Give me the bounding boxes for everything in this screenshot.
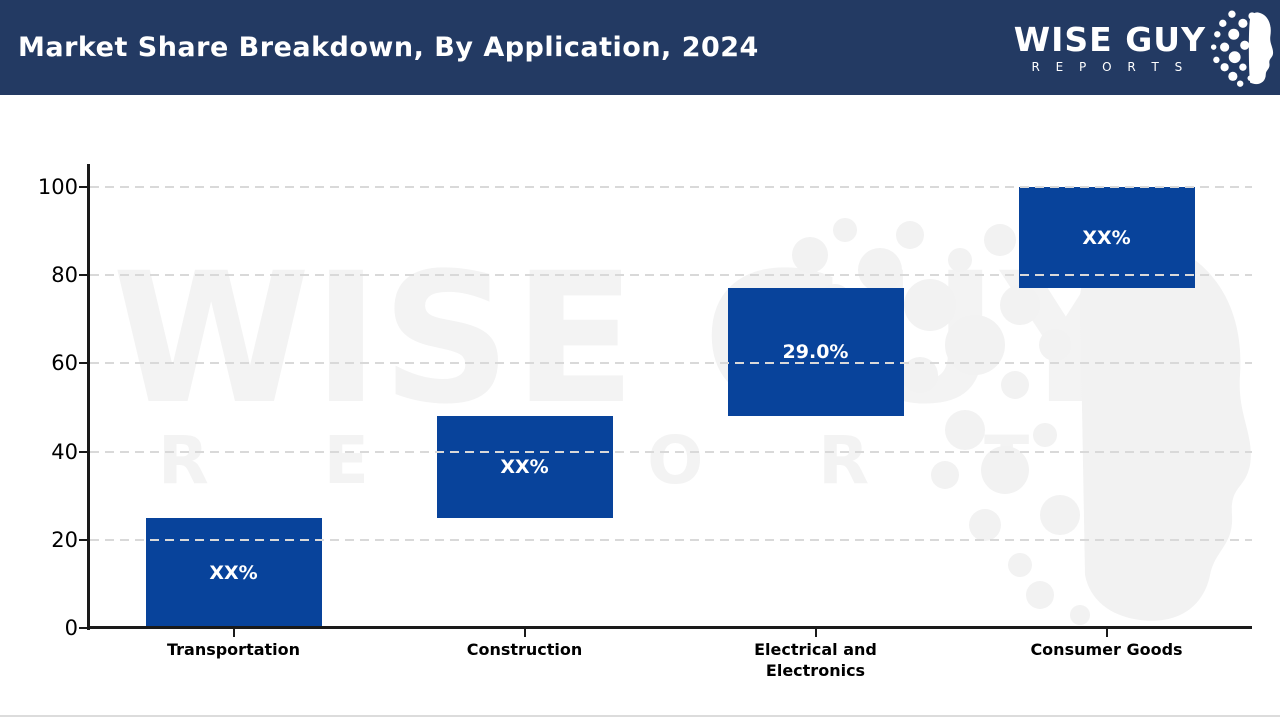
x-category-label: Transportation: [166, 640, 301, 659]
bar-value-label: 29.0%: [782, 341, 849, 364]
gridline: [90, 362, 1252, 365]
x-tick-mark: [523, 629, 526, 637]
y-tick-label: 40: [51, 439, 78, 464]
wiseguy-logo-subtitle: R E P O R T S: [1031, 60, 1189, 74]
x-tick-mark: [232, 629, 235, 637]
x-category-label: Electrical and Electronics: [754, 640, 877, 680]
y-tick-label: 60: [51, 351, 78, 376]
wiseguy-logo-name: WISE GUY: [1013, 20, 1206, 59]
gridline: [90, 186, 1252, 188]
dotted-head-profile-icon: [1210, 10, 1274, 87]
bar-construction: XX%: [436, 416, 613, 518]
gridline: [90, 274, 1252, 277]
bar-value-label: XX%: [1082, 226, 1131, 249]
bar-transportation: XX%: [145, 517, 322, 628]
y-tick-mark: [79, 274, 87, 277]
y-tick-mark: [79, 627, 87, 629]
x-tick-mark: [1105, 629, 1108, 637]
x-category-label: Construction: [466, 640, 583, 659]
wiseguy-logo: WISE GUY R E P O R T S: [1014, 4, 1274, 92]
y-tick-mark: [79, 450, 87, 453]
header-bar: Market Share Breakdown, By Application, …: [0, 0, 1280, 95]
bar-value-label: XX%: [500, 456, 549, 479]
y-tick-label: 100: [37, 175, 78, 199]
y-tick-mark: [79, 538, 87, 541]
y-axis-line: [87, 164, 90, 630]
wiseguy-logo-text: WISE GUY R E P O R T S: [1014, 23, 1206, 73]
gridline: [90, 538, 1252, 541]
x-axis-line: [87, 626, 1252, 629]
bottom-divider: [0, 715, 1280, 717]
y-tick-label: 20: [51, 527, 78, 552]
bar-value-label: XX%: [209, 561, 258, 584]
bar-electrical-and-electronics: 29.0%: [727, 288, 904, 417]
page-title: Market Share Breakdown, By Application, …: [18, 32, 759, 63]
x-tick-mark: [814, 629, 817, 637]
y-tick-label: 80: [51, 263, 78, 288]
y-tick-mark: [79, 362, 87, 365]
x-category-label: Consumer Goods: [1030, 640, 1183, 659]
gridline: [90, 450, 1252, 453]
bar-consumer-goods: XX%: [1018, 187, 1195, 289]
y-tick-mark: [79, 186, 87, 188]
y-tick-label: 0: [64, 616, 78, 640]
